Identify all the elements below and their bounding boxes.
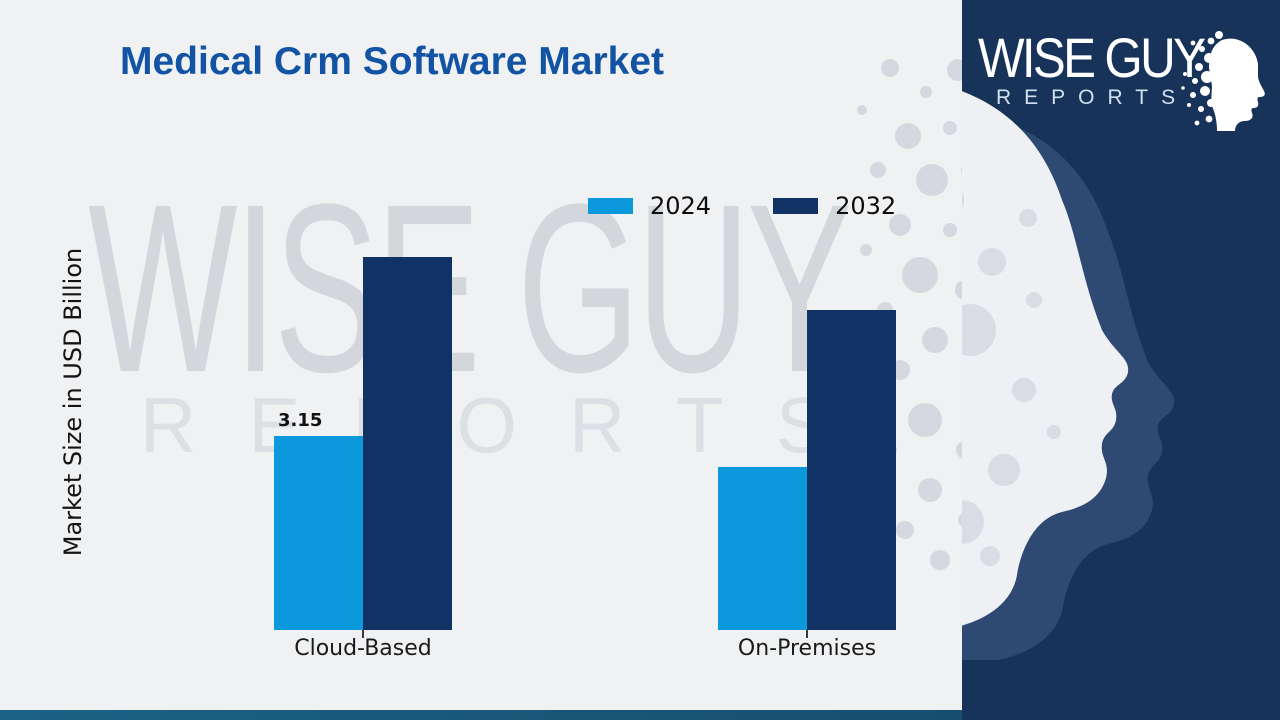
watermark-wiseguy-text: WISE GUY [88,154,852,422]
y-axis-label: Market Size in USD Billion [59,247,87,557]
bar-on-premises-2024 [718,467,807,630]
category-label-cloud-based: Cloud-Based [294,636,432,661]
legend-swatch-2024 [588,198,633,214]
legend-label-2024: 2024 [650,192,712,220]
axis-tick-on-premises [806,630,808,638]
brand-name-text: WISE GUY [978,26,1206,89]
bar-on-premises-2032 [807,310,896,630]
axis-tick-cloud-based [362,630,364,638]
footer-accent-strip [0,710,962,720]
brand-logo: WISE GUY REPORTS [962,22,1280,142]
brand-panel: WISE GUY REPORTS [962,0,1280,720]
chart-legend: 2024 2032 [588,192,896,220]
brand-subtitle-text: REPORTS [996,86,1189,109]
watermark-reports-text: REPORTS [140,381,880,469]
legend-item-2024: 2024 [588,192,711,220]
legend-item-2032: 2032 [773,192,896,220]
bar-value-label-cloud-based-2024: 3.15 [278,410,323,431]
category-label-on-premises: On-Premises [737,636,877,661]
page-title: Medical Crm Software Market [120,40,665,83]
bar-cloud-based-2032 [363,257,452,630]
legend-swatch-2032 [773,198,819,214]
bar-cloud-based-2024 [274,436,363,630]
head-silhouette-art [962,91,1175,660]
brand-head-icon [1181,31,1265,131]
legend-label-2032: 2032 [835,192,897,220]
